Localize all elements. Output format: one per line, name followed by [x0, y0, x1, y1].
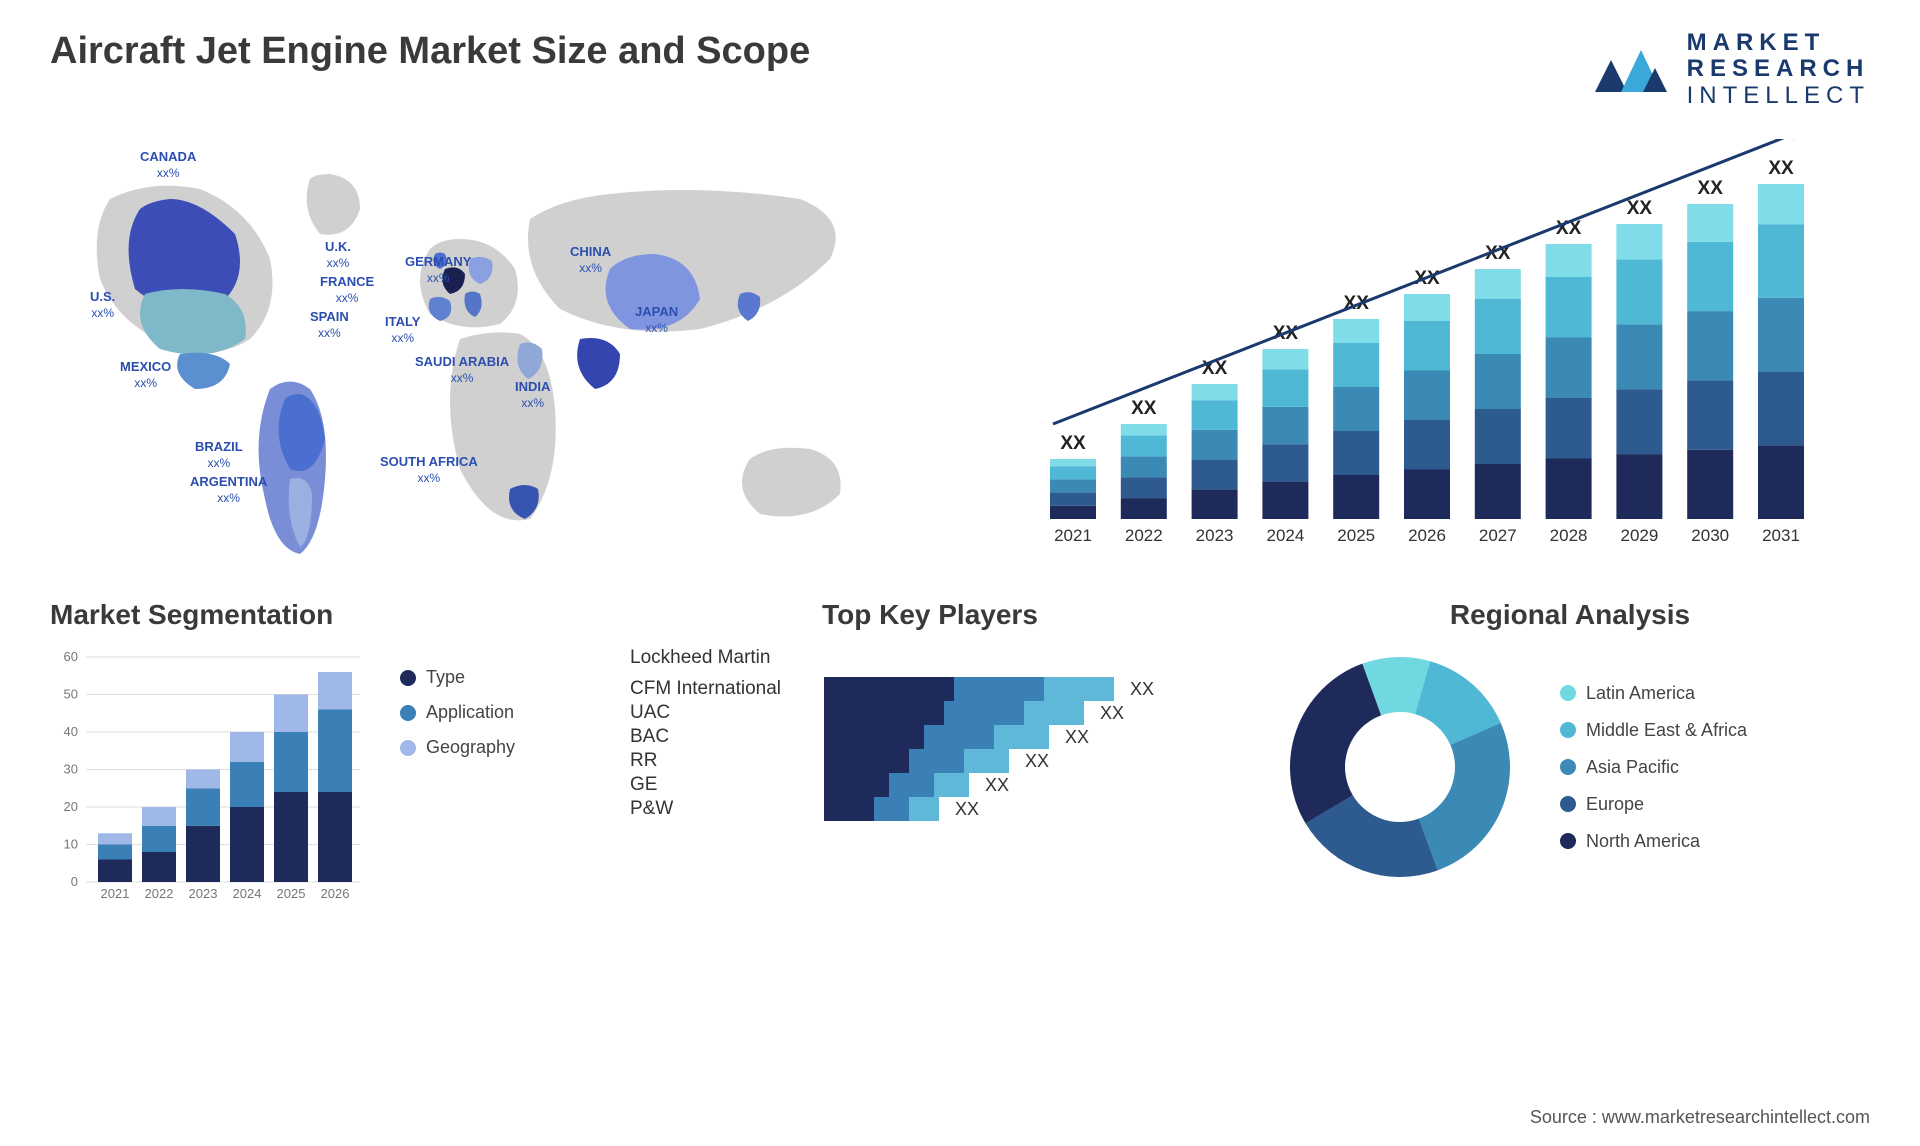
- player-bar: [824, 725, 1049, 749]
- player-row-rr: RR XX: [630, 749, 1230, 773]
- svg-text:XX: XX: [1698, 178, 1724, 199]
- regional-donut: [1270, 647, 1530, 887]
- player-value: XX: [1130, 679, 1154, 700]
- players-title: Top Key Players: [630, 599, 1230, 631]
- svg-text:2025: 2025: [1337, 526, 1375, 545]
- map-label-argentina: ARGENTINAxx%: [190, 474, 267, 505]
- player-value: XX: [955, 799, 979, 820]
- region-legend-north-america: North America: [1560, 831, 1747, 852]
- segmentation-legend: Type Application Geography: [400, 647, 515, 907]
- svg-text:2026: 2026: [1408, 526, 1446, 545]
- player-row-p-w: P&W XX: [630, 797, 1230, 821]
- map-label-india: INDIAxx%: [515, 379, 550, 410]
- seg-legend-application: Application: [400, 702, 515, 723]
- svg-text:2023: 2023: [1196, 526, 1234, 545]
- player-row-bac: BAC XX: [630, 725, 1230, 749]
- player-row-cfm-international: CFM International XX: [630, 677, 1230, 701]
- player-bar: [824, 749, 1009, 773]
- svg-text:2027: 2027: [1479, 526, 1517, 545]
- map-label-canada: CANADAxx%: [140, 149, 196, 180]
- map-label-south-africa: SOUTH AFRICAxx%: [380, 454, 478, 485]
- players-list: Lockheed Martin CFM International XX UAC XX…: [630, 647, 1230, 821]
- svg-text:20: 20: [64, 799, 78, 814]
- player-header: Lockheed Martin: [630, 647, 820, 669]
- logo-text-3: INTELLECT: [1687, 83, 1870, 109]
- seg-legend-geography: Geography: [400, 737, 515, 758]
- svg-text:XX: XX: [1344, 293, 1370, 314]
- player-name: UAC: [630, 702, 820, 724]
- regional-title: Regional Analysis: [1270, 599, 1870, 631]
- map-label-japan: JAPANxx%: [635, 304, 678, 335]
- world-map: CANADAxx% U.S.xx% MEXICOxx% BRAZILxx% ARGENT…: [50, 139, 950, 559]
- page-title: Aircraft Jet Engine Market Size and Scop…: [50, 30, 810, 73]
- svg-text:50: 50: [64, 687, 78, 702]
- brand-logo: MARKET RESEARCH INTELLECT: [1593, 30, 1870, 109]
- svg-text:XX: XX: [1131, 398, 1157, 419]
- player-row-uac: UAC XX: [630, 701, 1230, 725]
- svg-text:2031: 2031: [1762, 526, 1800, 545]
- player-name: RR: [630, 750, 820, 772]
- map-label-saudi-arabia: SAUDI ARABIAxx%: [415, 354, 509, 385]
- segmentation-chart: 0 10 20 30 40 50 60 2021 2022 2023 2024 2025 2026: [50, 647, 370, 907]
- svg-text:XX: XX: [1060, 433, 1086, 454]
- player-value: XX: [1065, 727, 1089, 748]
- svg-text:2023: 2023: [189, 886, 218, 901]
- growth-chart-svg: 2021 XX 2022 XX 2023 XX 2024 XX 2025 XX 2026 XX 2027…: [990, 139, 1870, 559]
- svg-text:40: 40: [64, 724, 78, 739]
- svg-text:0: 0: [71, 874, 78, 889]
- svg-text:2022: 2022: [1125, 526, 1163, 545]
- map-label-spain: SPAINxx%: [310, 309, 349, 340]
- player-value: XX: [985, 775, 1009, 796]
- player-bar: [824, 677, 1114, 701]
- player-row-ge: GE XX: [630, 773, 1230, 797]
- svg-text:2021: 2021: [1054, 526, 1092, 545]
- svg-text:2028: 2028: [1550, 526, 1588, 545]
- svg-text:2021: 2021: [101, 886, 130, 901]
- player-name: BAC: [630, 726, 820, 748]
- logo-text-1: MARKET: [1687, 30, 1870, 56]
- region-legend-europe: Europe: [1560, 794, 1747, 815]
- svg-text:2030: 2030: [1691, 526, 1729, 545]
- svg-text:60: 60: [64, 649, 78, 664]
- map-label-china: CHINAxx%: [570, 244, 611, 275]
- map-label-france: FRANCExx%: [320, 274, 374, 305]
- player-name: CFM International: [630, 678, 820, 700]
- source-attribution: Source : www.marketresearchintellect.com: [1530, 1107, 1870, 1128]
- player-value: XX: [1025, 751, 1049, 772]
- region-legend-middle-east-africa: Middle East & Africa: [1560, 720, 1747, 741]
- svg-text:10: 10: [64, 837, 78, 852]
- player-bar: [824, 797, 939, 821]
- map-label-italy: ITALYxx%: [385, 314, 420, 345]
- player-name: P&W: [630, 798, 820, 820]
- player-bar: [824, 773, 969, 797]
- world-map-svg: [50, 139, 950, 559]
- seg-legend-type: Type: [400, 667, 515, 688]
- svg-text:2026: 2026: [321, 886, 350, 901]
- svg-text:2024: 2024: [233, 886, 262, 901]
- map-label-brazil: BRAZILxx%: [195, 439, 243, 470]
- map-label-mexico: MEXICOxx%: [120, 359, 171, 390]
- player-bar: [824, 701, 1084, 725]
- segmentation-title: Market Segmentation: [50, 599, 590, 631]
- region-legend-asia-pacific: Asia Pacific: [1560, 757, 1747, 778]
- svg-text:XX: XX: [1768, 158, 1794, 179]
- svg-text:2025: 2025: [277, 886, 306, 901]
- svg-text:XX: XX: [1627, 198, 1653, 219]
- region-legend-latin-america: Latin America: [1560, 683, 1747, 704]
- map-label-germany: GERMANYxx%: [405, 254, 471, 285]
- svg-text:2022: 2022: [145, 886, 174, 901]
- svg-text:2029: 2029: [1620, 526, 1658, 545]
- map-label-u-k-: U.K.xx%: [325, 239, 351, 270]
- logo-icon: [1593, 42, 1673, 98]
- svg-text:30: 30: [64, 762, 78, 777]
- player-value: XX: [1100, 703, 1124, 724]
- svg-text:2024: 2024: [1266, 526, 1304, 545]
- map-label-u-s-: U.S.xx%: [90, 289, 115, 320]
- growth-chart: 2021 XX 2022 XX 2023 XX 2024 XX 2025 XX 2026 XX 2027…: [990, 139, 1870, 559]
- player-name: GE: [630, 774, 820, 796]
- regional-legend: Latin America Middle East & Africa Asia Pa…: [1560, 683, 1747, 852]
- logo-text-2: RESEARCH: [1687, 56, 1870, 82]
